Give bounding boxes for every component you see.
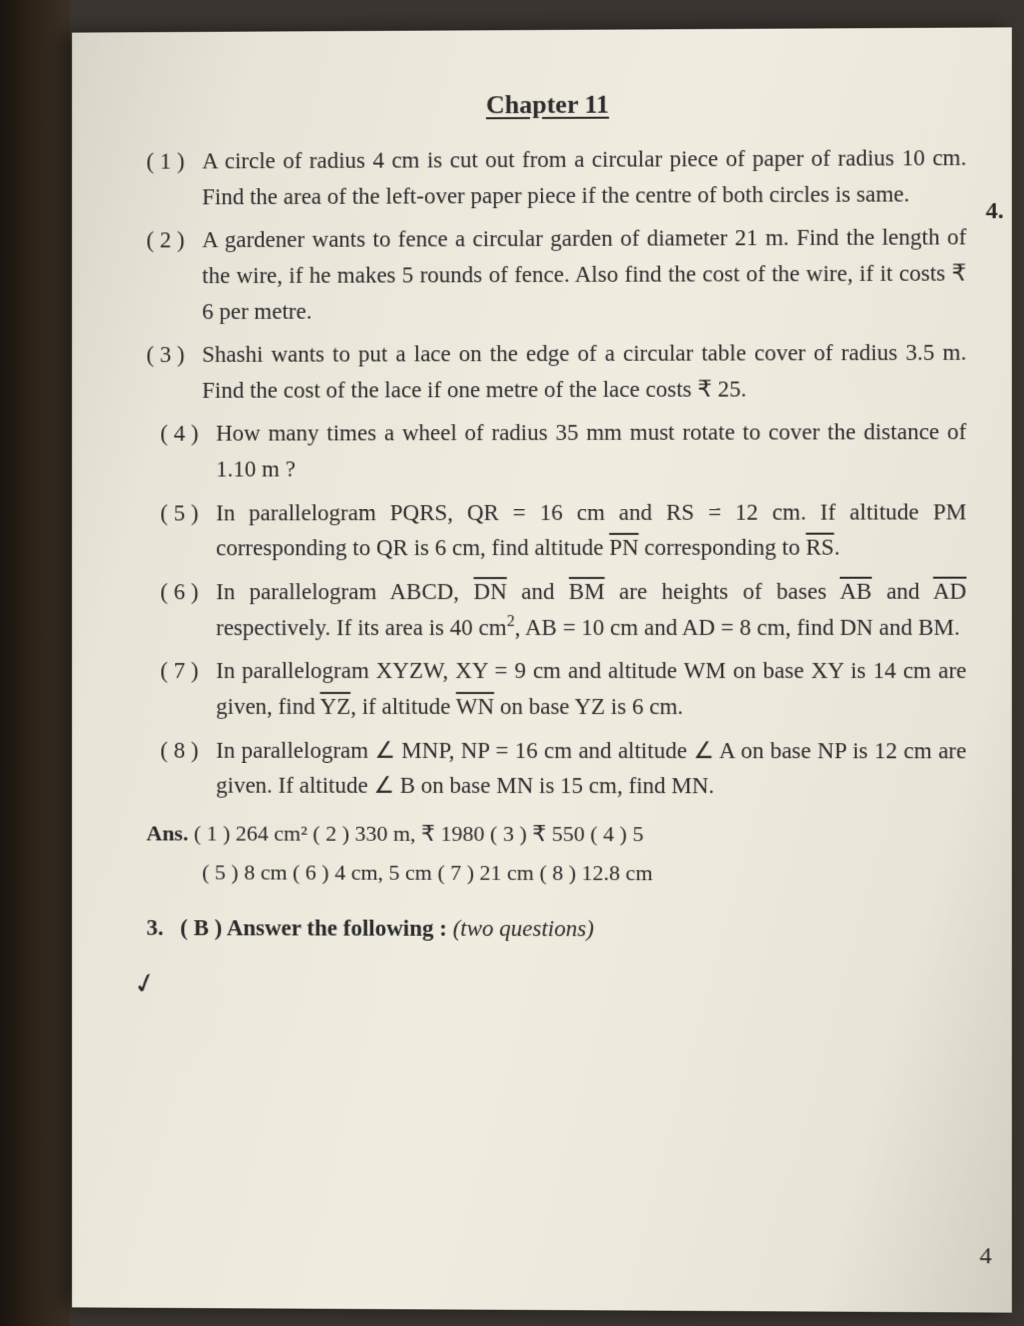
q7-text: In parallelogram XYZW, XY = 9 cm and alt… bbox=[216, 653, 992, 725]
q3-num: ( 3 ) bbox=[146, 337, 202, 408]
seg-ad: AD bbox=[933, 579, 966, 604]
q4-num: ( 4 ) bbox=[160, 416, 216, 487]
seg-dn: DN bbox=[474, 579, 507, 604]
q2-num: ( 2 ) bbox=[146, 223, 202, 330]
q6-text: In parallelogram ABCD, DN and BM are hei… bbox=[216, 574, 992, 646]
q1-text: A circle of radius 4 cm is cut out from … bbox=[202, 140, 992, 215]
q5-num: ( 5 ) bbox=[160, 495, 216, 566]
answers-block: Ans. ( 1 ) 264 cm² ( 2 ) 330 m, ₹ 1980 (… bbox=[146, 813, 991, 894]
seg-rs: RS bbox=[806, 535, 834, 560]
q7-num: ( 7 ) bbox=[160, 653, 216, 724]
q8-text: In parallelogram ∠ MNP, NP = 16 cm and a… bbox=[216, 732, 992, 804]
q5-text: In parallelogram PQRS, QR = 16 cm and RS… bbox=[216, 494, 992, 566]
q1-num: ( 1 ) bbox=[146, 144, 202, 215]
sec3-label: ( B ) Answer the following : bbox=[180, 915, 453, 941]
seg-yz: YZ bbox=[320, 694, 351, 719]
question-8: ( 8 ) In parallelogram ∠ MNP, NP = 16 cm… bbox=[146, 732, 991, 804]
ans-line2: ( 5 ) 8 cm ( 6 ) 4 cm, 5 cm ( 7 ) 21 cm … bbox=[146, 860, 652, 886]
seg-wn: WN bbox=[456, 694, 494, 719]
section-3b: 3. ( B ) Answer the following : (two que… bbox=[146, 908, 991, 949]
question-4: ( 4 ) How many times a wheel of radius 3… bbox=[146, 414, 991, 487]
question-1: ( 1 ) A circle of radius 4 cm is cut out… bbox=[146, 140, 991, 215]
question-5: ( 5 ) In parallelogram PQRS, QR = 16 cm … bbox=[146, 494, 991, 566]
handwritten-tick-icon: ✓ bbox=[130, 965, 161, 1004]
textbook-page: Chapter 11 ( 1 ) A circle of radius 4 cm… bbox=[72, 27, 1012, 1312]
margin-note-top: 4. bbox=[986, 198, 1004, 225]
question-3: ( 3 ) Shashi wants to put a lace on the … bbox=[146, 335, 991, 408]
ans-line1: ( 1 ) 264 cm² ( 2 ) 330 m, ₹ 1980 ( 3 ) … bbox=[188, 820, 643, 846]
q4-text: How many times a wheel of radius 35 mm m… bbox=[216, 414, 992, 487]
ans-label: Ans. bbox=[146, 820, 188, 845]
q3-text: Shashi wants to put a lace on the edge o… bbox=[202, 335, 992, 408]
question-7: ( 7 ) In parallelogram XYZW, XY = 9 cm a… bbox=[146, 653, 991, 725]
seg-bm: BM bbox=[569, 579, 605, 604]
seg-pn: PN bbox=[609, 535, 638, 560]
chapter-title: Chapter 11 bbox=[107, 88, 992, 122]
sec3-num: 3. bbox=[146, 908, 180, 947]
q6-num: ( 6 ) bbox=[160, 574, 216, 645]
seg-ab: AB bbox=[840, 579, 872, 604]
q2-text: A gardener wants to fence a circular gar… bbox=[202, 220, 992, 330]
sec3-note: (two questions) bbox=[453, 916, 594, 941]
question-2: ( 2 ) A gardener wants to fence a circul… bbox=[146, 220, 991, 330]
margin-note-bottom: 4 bbox=[980, 1243, 992, 1270]
q8-num: ( 8 ) bbox=[160, 732, 216, 803]
question-6: ( 6 ) In parallelogram ABCD, DN and BM a… bbox=[146, 574, 991, 646]
